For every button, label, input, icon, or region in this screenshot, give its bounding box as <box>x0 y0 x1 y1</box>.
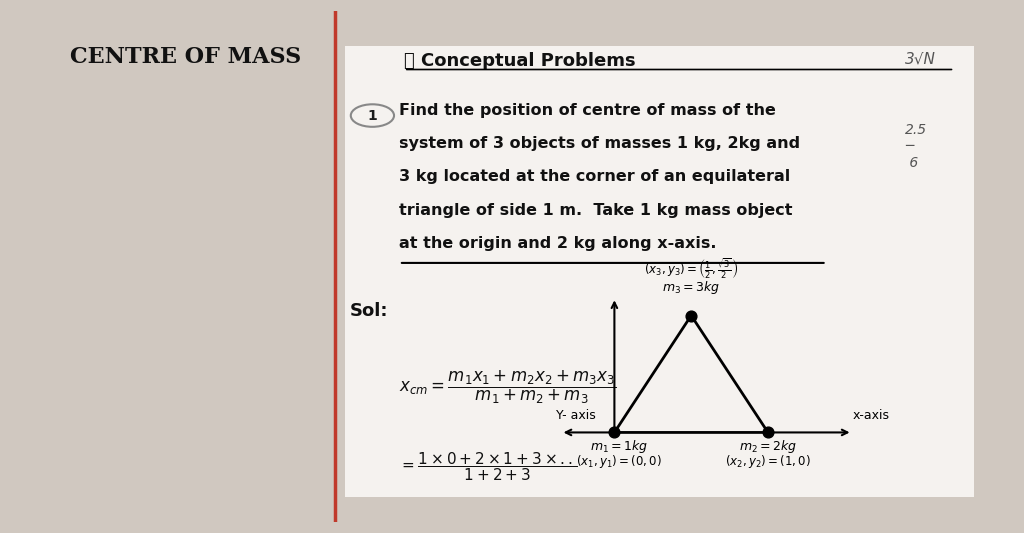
Point <box>606 428 623 437</box>
Text: $m_2 = 2kg$: $m_2 = 2kg$ <box>739 438 797 455</box>
Text: $= \dfrac{1\times 0 + 2\times 1 + 3\times ..}{1 + 2 + 3}$: $= \dfrac{1\times 0 + 2\times 1 + 3\time… <box>399 451 578 483</box>
Text: system of 3 objects of masses 1 kg, 2kg and: system of 3 objects of masses 1 kg, 2kg … <box>399 136 800 151</box>
Text: Sol:: Sol: <box>350 302 388 320</box>
Text: Find the position of centre of mass of the: Find the position of centre of mass of t… <box>399 103 776 118</box>
Text: 3√N: 3√N <box>905 52 936 67</box>
Text: x-axis: x-axis <box>853 409 890 422</box>
Point <box>683 311 699 320</box>
Text: Y- axis: Y- axis <box>556 409 596 422</box>
Text: $x_{cm} = \dfrac{m_1 x_1 + m_2 x_2 + m_3 x_3}{m_1 + m_2 + m_3}$: $x_{cm} = \dfrac{m_1 x_1 + m_2 x_2 + m_3… <box>399 369 616 406</box>
Text: 🏃 Conceptual Problems: 🏃 Conceptual Problems <box>403 52 636 70</box>
Text: 3 kg located at the corner of an equilateral: 3 kg located at the corner of an equilat… <box>399 169 791 184</box>
Text: triangle of side 1 m.  Take 1 kg mass object: triangle of side 1 m. Take 1 kg mass obj… <box>399 203 793 217</box>
Text: at the origin and 2 kg along x-axis.: at the origin and 2 kg along x-axis. <box>399 236 717 251</box>
Bar <box>345 46 974 497</box>
Text: 2.5
─
 6: 2.5 ─ 6 <box>905 123 928 169</box>
Text: $m_3 = 3kg$: $m_3 = 3kg$ <box>663 279 720 296</box>
Text: $(x_2, y_2) = (1,0)$: $(x_2, y_2) = (1,0)$ <box>725 453 811 470</box>
Text: $(x_1, y_1) = (0,0)$: $(x_1, y_1) = (0,0)$ <box>577 453 662 470</box>
Point <box>760 428 776 437</box>
Text: $(x_3, y_3) = \left(\frac{1}{2}, \frac{\sqrt{3}}{2}\right)$: $(x_3, y_3) = \left(\frac{1}{2}, \frac{\… <box>644 257 738 281</box>
Text: $m_1 = 1kg$: $m_1 = 1kg$ <box>590 438 648 455</box>
Text: 1: 1 <box>368 109 377 123</box>
Text: CENTRE OF MASS: CENTRE OF MASS <box>70 46 301 68</box>
